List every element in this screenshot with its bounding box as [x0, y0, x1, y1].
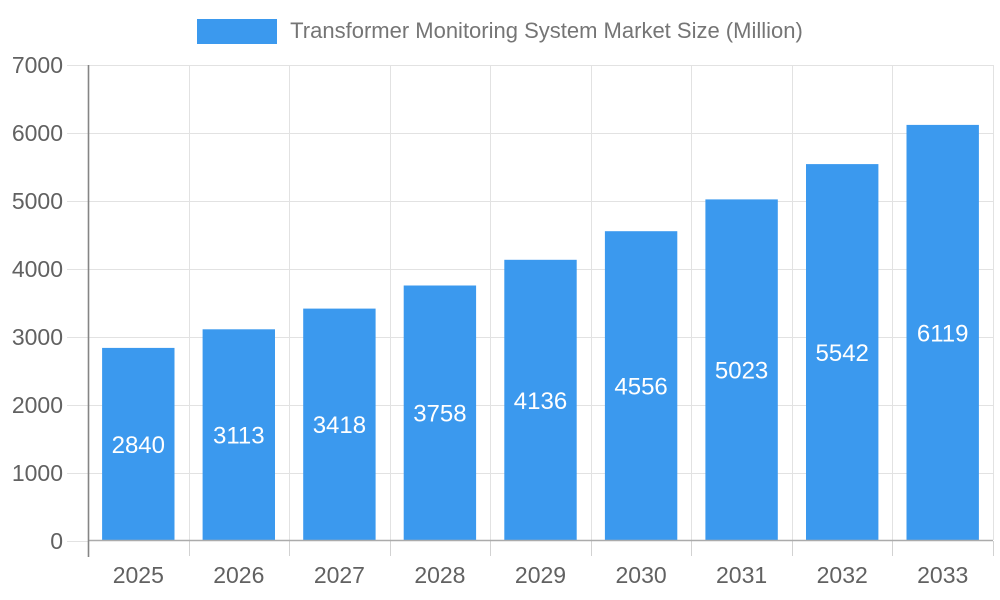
bar-2031[interactable]	[705, 199, 778, 541]
bar-value-label: 4556	[614, 374, 667, 401]
y-axis-tick-label: 4000	[12, 256, 63, 282]
y-axis-tick-label: 5000	[12, 188, 63, 214]
bar-2032[interactable]	[806, 164, 879, 541]
x-axis-tick-label: 2028	[414, 562, 465, 588]
bar-value-label: 3113	[213, 423, 265, 450]
bar-value-label: 5023	[715, 358, 768, 385]
x-axis-tick-label: 2030	[616, 562, 667, 588]
bar-value-label: 6119	[917, 320, 969, 347]
legend-item-market-size[interactable]: Transformer Monitoring System Market Siz…	[197, 18, 803, 44]
x-axis-tick-label: 2026	[213, 562, 264, 588]
y-axis-tick-label: 0	[50, 528, 63, 554]
bar-2026[interactable]	[202, 329, 275, 541]
x-axis-tick-label: 2027	[314, 562, 365, 588]
y-axis-tick-label: 3000	[12, 324, 63, 350]
x-axis-tick-label: 2029	[515, 562, 566, 588]
x-axis-tick-label: 2031	[716, 562, 767, 588]
y-axis-tick-label: 2000	[12, 392, 63, 418]
x-axis-tick-label: 2033	[917, 562, 968, 588]
bar-2033[interactable]	[906, 124, 979, 542]
y-axis-tick-label: 1000	[12, 460, 63, 486]
y-axis-tick-label: 6000	[12, 120, 63, 146]
bar-2025[interactable]	[102, 347, 175, 541]
bar-value-label: 4136	[514, 388, 567, 415]
bar-2028[interactable]	[403, 285, 477, 542]
bar-2030[interactable]	[604, 231, 678, 541]
y-axis-tick-label: 7000	[12, 52, 63, 78]
x-axis-tick-label: 2032	[817, 562, 868, 588]
legend-label: Transformer Monitoring System Market Siz…	[290, 18, 803, 43]
bar-value-label: 5542	[816, 340, 869, 367]
bar-2027[interactable]	[303, 308, 376, 541]
bar-value-label: 3758	[413, 401, 466, 428]
chart-legend: Transformer Monitoring System Market Siz…	[0, 18, 1000, 44]
bar-value-label: 2840	[112, 432, 165, 459]
bar-2029[interactable]	[504, 259, 577, 541]
x-axis-tick-label: 2025	[113, 562, 164, 588]
legend-swatch-icon	[197, 18, 278, 44]
bar-value-label: 3418	[313, 412, 366, 439]
